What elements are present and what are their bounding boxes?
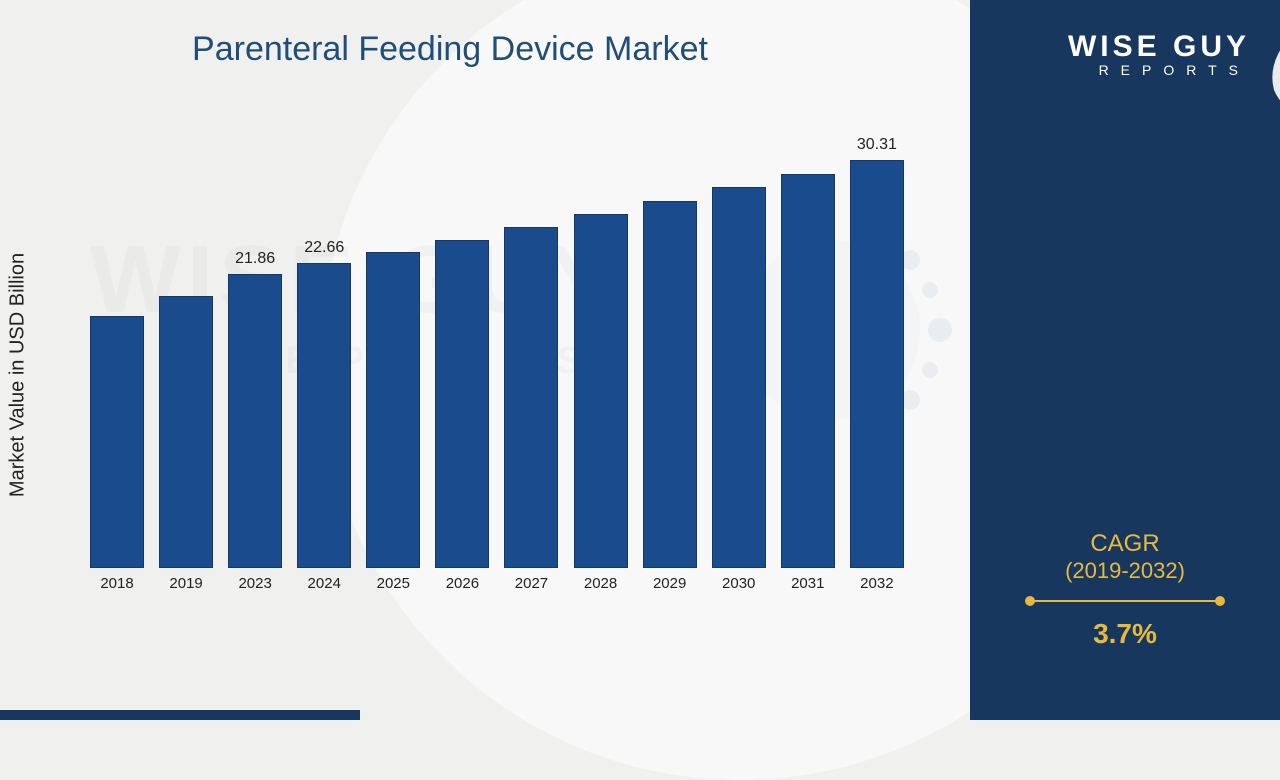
page-title: Parenteral Feeding Device Market — [120, 30, 780, 69]
bar — [850, 160, 904, 568]
bar-slot — [504, 227, 558, 568]
bar — [435, 240, 489, 568]
bar-value-label: 30.31 — [837, 136, 917, 154]
brand-logo: WISE GUY REPORTS — [1068, 30, 1250, 78]
bottom-accent-bar — [0, 710, 360, 720]
cagr-range: (2019-2032) — [1010, 558, 1240, 584]
bar-slot — [159, 296, 213, 568]
x-labels-container: 2018 2019 2023 2024 2025 2026 2027 2028 2029 2030… — [90, 575, 904, 592]
bar-slot: 30.31 — [850, 160, 904, 568]
bar-slot — [781, 174, 835, 568]
bar — [643, 201, 697, 568]
bar-slot — [435, 240, 489, 568]
bar — [504, 227, 558, 568]
bar-chart-area: Market Value in USD Billion 21.8622.6630… — [64, 160, 904, 590]
bar — [90, 316, 144, 568]
x-tick-label: 2024 — [297, 575, 351, 592]
x-tick-label: 2029 — [643, 575, 697, 592]
bar — [574, 214, 628, 568]
x-tick-label: 2018 — [90, 575, 144, 592]
bars-container: 21.8622.6630.31 — [90, 160, 904, 568]
bar-slot — [574, 214, 628, 568]
bar — [159, 296, 213, 568]
bar-slot: 22.66 — [297, 263, 351, 568]
bar-value-label: 22.66 — [284, 239, 364, 257]
bar — [297, 263, 351, 568]
bar — [228, 274, 282, 568]
bar-slot: 21.86 — [228, 274, 282, 568]
bar-slot — [643, 201, 697, 568]
x-tick-label: 2031 — [781, 575, 835, 592]
x-tick-label: 2026 — [435, 575, 489, 592]
x-tick-label: 2027 — [504, 575, 558, 592]
x-tick-label: 2023 — [228, 575, 282, 592]
cagr-block: CAGR (2019-2032) 3.7% — [1010, 530, 1240, 650]
bar-slot — [90, 316, 144, 568]
bar-slot — [712, 187, 766, 568]
logo-line2: REPORTS — [1068, 62, 1250, 78]
bar-value-label: 21.86 — [215, 250, 295, 268]
x-tick-label: 2019 — [159, 575, 213, 592]
x-tick-label: 2025 — [366, 575, 420, 592]
bar — [366, 252, 420, 568]
bar — [781, 174, 835, 568]
y-axis-label: Market Value in USD Billion — [7, 253, 30, 497]
x-tick-label: 2032 — [850, 575, 904, 592]
logo-line1: WISE GUY — [1068, 30, 1250, 64]
infographic-canvas: Parenteral Feeding Device Market WISE GU… — [0, 0, 1280, 720]
cagr-divider-icon — [1030, 600, 1220, 602]
bar — [712, 187, 766, 568]
x-tick-label: 2030 — [712, 575, 766, 592]
bar-slot — [366, 252, 420, 568]
cagr-label: CAGR — [1010, 530, 1240, 558]
x-tick-label: 2028 — [574, 575, 628, 592]
cagr-value: 3.7% — [1010, 618, 1240, 650]
